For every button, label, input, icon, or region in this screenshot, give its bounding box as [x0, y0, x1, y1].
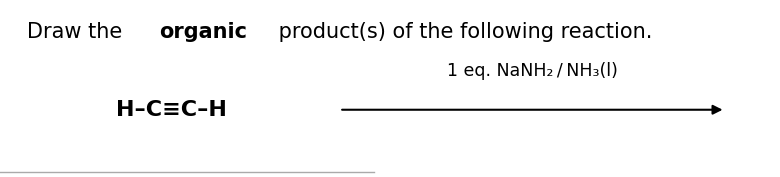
Text: product(s) of the following reaction.: product(s) of the following reaction. — [272, 22, 653, 42]
Text: H–C≡C–H: H–C≡C–H — [116, 100, 227, 120]
Text: 1 eq. NaNH₂ / NH₃(l): 1 eq. NaNH₂ / NH₃(l) — [447, 62, 618, 80]
Text: organic: organic — [159, 22, 246, 42]
Text: Draw the: Draw the — [27, 22, 129, 42]
